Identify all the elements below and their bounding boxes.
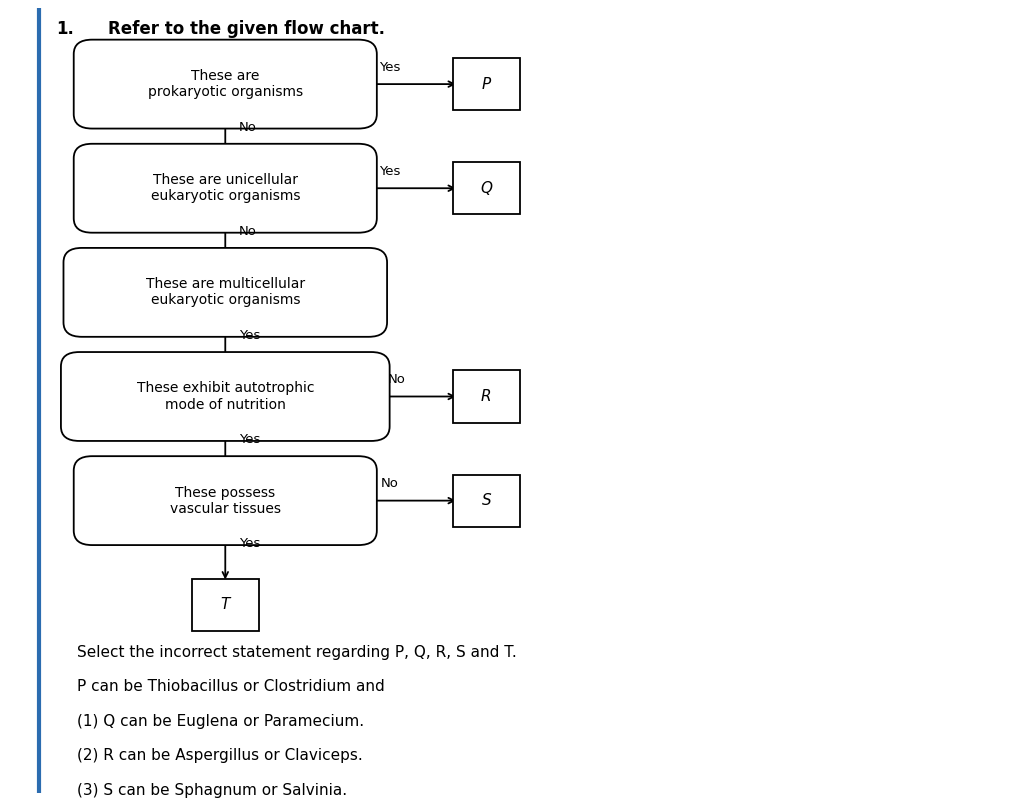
Text: No: No [381,477,399,490]
Text: R: R [481,389,492,404]
Text: P can be Thiobacillus or Clostridium and: P can be Thiobacillus or Clostridium and [77,679,385,694]
FancyBboxPatch shape [61,352,389,441]
FancyBboxPatch shape [74,457,377,545]
Text: (3) S can be Sphagnum or Salvinia.: (3) S can be Sphagnum or Salvinia. [77,783,347,798]
Text: No: No [239,225,256,238]
Text: (2) R can be Aspergillus or Claviceps.: (2) R can be Aspergillus or Claviceps. [77,748,362,763]
Text: These exhibit autotrophic
mode of nutrition: These exhibit autotrophic mode of nutrit… [136,381,314,412]
FancyBboxPatch shape [453,370,519,423]
Text: Yes: Yes [380,165,400,178]
FancyBboxPatch shape [74,144,377,232]
Text: Q: Q [480,181,493,195]
FancyBboxPatch shape [74,39,377,128]
Text: Yes: Yes [239,433,260,446]
Text: P: P [481,77,492,91]
Text: S: S [481,493,492,508]
Text: These possess
vascular tissues: These possess vascular tissues [170,485,281,516]
Text: (1) Q can be Euglena or Paramecium.: (1) Q can be Euglena or Paramecium. [77,714,364,729]
FancyBboxPatch shape [63,248,387,336]
Text: Yes: Yes [239,329,260,342]
Text: These are multicellular
eukaryotic organisms: These are multicellular eukaryotic organ… [145,277,305,308]
Text: 1.: 1. [56,20,74,38]
FancyBboxPatch shape [193,578,258,631]
Text: Refer to the given flow chart.: Refer to the given flow chart. [108,20,385,38]
Text: Yes: Yes [380,61,400,74]
Text: T: T [220,598,230,612]
Text: Yes: Yes [239,537,260,550]
Text: No: No [388,373,406,386]
Text: Select the incorrect statement regarding P, Q, R, S and T.: Select the incorrect statement regarding… [77,645,516,660]
FancyBboxPatch shape [453,162,519,214]
FancyBboxPatch shape [453,474,519,527]
Text: No: No [239,121,256,134]
Text: These are unicellular
eukaryotic organisms: These are unicellular eukaryotic organis… [151,173,300,203]
Text: These are
prokaryotic organisms: These are prokaryotic organisms [147,69,303,99]
FancyBboxPatch shape [453,58,519,110]
